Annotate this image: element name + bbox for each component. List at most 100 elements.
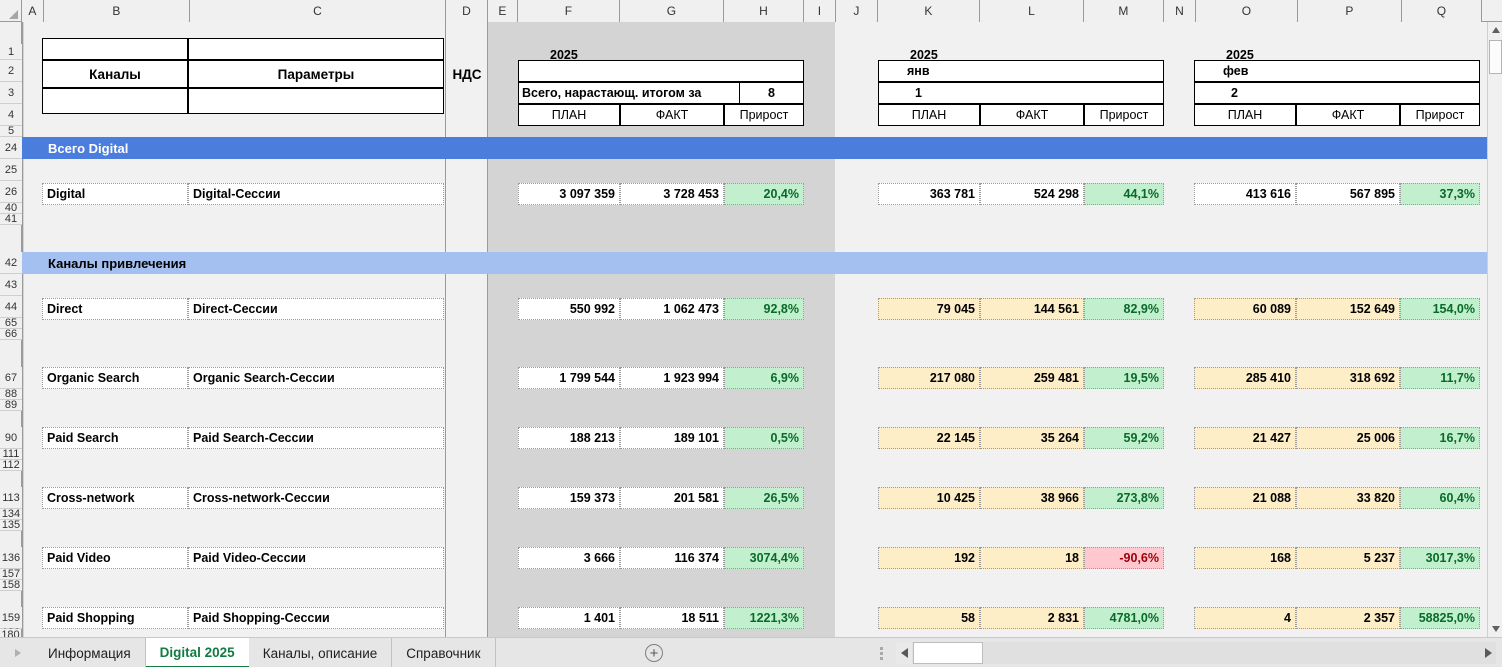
column-header-e[interactable]: E <box>488 0 518 22</box>
column-header-k[interactable]: K <box>878 0 980 22</box>
add-sheet-button[interactable]: + <box>645 644 663 662</box>
row-header-112[interactable]: 112 <box>0 459 22 471</box>
row-header-24[interactable]: 24 <box>0 137 22 159</box>
cell-growth-january-1[interactable]: 82,9% <box>1084 298 1164 320</box>
cell-plan-january-4[interactable]: 10 425 <box>878 487 980 509</box>
column-header-p[interactable]: P <box>1298 0 1402 22</box>
cell-plan-february-1[interactable]: 60 089 <box>1194 298 1296 320</box>
cell-fact-cumulative-5[interactable]: 116 374 <box>620 547 724 569</box>
row-header-41[interactable]: 41 <box>0 213 22 225</box>
subheader-fact-january[interactable]: ФАКТ <box>980 104 1084 126</box>
cell-plan-cumulative-3[interactable]: 188 213 <box>518 427 620 449</box>
subheader-plan-cumulative[interactable]: ПЛАН <box>518 104 620 126</box>
header-cell-c2[interactable] <box>188 38 444 60</box>
cell-fact-cumulative-0[interactable]: 3 728 453 <box>620 183 724 205</box>
scroll-down-button[interactable] <box>1488 621 1502 637</box>
cell-channel-5[interactable]: Paid Video <box>42 547 188 569</box>
cell-fact-cumulative-4[interactable]: 201 581 <box>620 487 724 509</box>
row-header-44[interactable]: 44 <box>0 296 22 318</box>
subheader-plan-january[interactable]: ПЛАН <box>878 104 980 126</box>
column-header-c[interactable]: C <box>190 0 446 22</box>
row-header-40[interactable]: 40 <box>0 202 22 214</box>
cell-fact-february-3[interactable]: 25 006 <box>1296 427 1400 449</box>
cell-parameter-1[interactable]: Direct-Сессии <box>188 298 444 320</box>
header-parameters[interactable]: Параметры <box>188 60 444 88</box>
grid-body[interactable]: Каналы Параметры НДС 2025 Всего, нараста… <box>22 22 1488 637</box>
cell-parameter-4[interactable]: Cross-network-Сессии <box>188 487 444 509</box>
group-period-number-cumulative[interactable]: 8 <box>740 82 804 104</box>
select-all-corner[interactable] <box>0 0 22 22</box>
cell-plan-february-4[interactable]: 21 088 <box>1194 487 1296 509</box>
cell-fact-january-6[interactable]: 2 831 <box>980 607 1084 629</box>
column-header-f[interactable]: F <box>518 0 620 22</box>
cell-parameter-5[interactable]: Paid Video-Сессии <box>188 547 444 569</box>
row-header-4[interactable]: 4 <box>0 104 22 126</box>
cell-parameter-6[interactable]: Paid Shopping-Сессии <box>188 607 444 629</box>
cell-growth-cumulative-6[interactable]: 1221,3% <box>724 607 804 629</box>
row-header-2[interactable]: 2 <box>0 60 22 82</box>
cell-growth-february-2[interactable]: 11,7% <box>1400 367 1480 389</box>
cell-fact-cumulative-1[interactable]: 1 062 473 <box>620 298 724 320</box>
header-cell-b4[interactable] <box>42 88 188 114</box>
sheet-tab-[interactable]: Каналы, описание <box>249 638 393 667</box>
scroll-up-button[interactable] <box>1488 22 1502 38</box>
cell-growth-january-2[interactable]: 19,5% <box>1084 367 1164 389</box>
group-period-number-february[interactable]: 2 <box>1194 82 1480 104</box>
row-header-1[interactable]: 1 <box>0 44 22 60</box>
subheader-growth-january[interactable]: Прирост <box>1084 104 1164 126</box>
subheader-growth-cumulative[interactable]: Прирост <box>724 104 804 126</box>
cell-growth-cumulative-5[interactable]: 3074,4% <box>724 547 804 569</box>
row-header-136[interactable]: 136 <box>0 547 22 569</box>
scroll-left-button[interactable] <box>896 642 912 664</box>
cell-fact-january-5[interactable]: 18 <box>980 547 1084 569</box>
row-header-66[interactable]: 66 <box>0 328 22 340</box>
subheader-growth-february[interactable]: Прирост <box>1400 104 1480 126</box>
cell-parameter-3[interactable]: Paid Search-Сессии <box>188 427 444 449</box>
row-header-111[interactable]: 111 <box>0 448 22 460</box>
row-header-43[interactable]: 43 <box>0 274 22 296</box>
vertical-scrollbar[interactable] <box>1487 22 1502 637</box>
header-channels[interactable]: Каналы <box>42 60 188 88</box>
column-header-o[interactable]: O <box>1196 0 1298 22</box>
cell-fact-january-0[interactable]: 524 298 <box>980 183 1084 205</box>
column-header-g[interactable]: G <box>620 0 724 22</box>
row-header-65[interactable]: 65 <box>0 317 22 329</box>
column-header-a[interactable]: A <box>22 0 44 22</box>
cell-growth-january-6[interactable]: 4781,0% <box>1084 607 1164 629</box>
cell-fact-cumulative-6[interactable]: 18 511 <box>620 607 724 629</box>
column-header-n[interactable]: N <box>1164 0 1196 22</box>
cell-channel-1[interactable]: Direct <box>42 298 188 320</box>
cell-fact-february-4[interactable]: 33 820 <box>1296 487 1400 509</box>
row-header-25[interactable]: 25 <box>0 159 22 181</box>
header-cell-c4[interactable] <box>188 88 444 114</box>
row-header-67[interactable]: 67 <box>0 367 22 389</box>
cell-growth-cumulative-3[interactable]: 0,5% <box>724 427 804 449</box>
row-header-3[interactable]: 3 <box>0 82 22 104</box>
cell-plan-february-0[interactable]: 413 616 <box>1194 183 1296 205</box>
cell-plan-cumulative-0[interactable]: 3 097 359 <box>518 183 620 205</box>
horizontal-scrollbar[interactable] <box>896 642 1496 664</box>
cell-plan-january-6[interactable]: 58 <box>878 607 980 629</box>
group-period-label-february[interactable]: фев <box>1194 60 1480 82</box>
cell-channel-4[interactable]: Cross-network <box>42 487 188 509</box>
cell-plan-cumulative-2[interactable]: 1 799 544 <box>518 367 620 389</box>
cell-channel-6[interactable]: Paid Shopping <box>42 607 188 629</box>
subheader-fact-february[interactable]: ФАКТ <box>1296 104 1400 126</box>
cell-plan-february-5[interactable]: 168 <box>1194 547 1296 569</box>
cell-plan-january-3[interactable]: 22 145 <box>878 427 980 449</box>
row-header-157[interactable]: 157 <box>0 568 22 580</box>
cell-growth-january-5[interactable]: -90,6% <box>1084 547 1164 569</box>
column-header-i[interactable]: I <box>804 0 836 22</box>
row-header-90[interactable]: 90 <box>0 427 22 449</box>
banner-acquisition-channels[interactable]: Каналы привлечения <box>22 252 1488 274</box>
header-cell-b2[interactable] <box>42 38 188 60</box>
row-header-158[interactable]: 158 <box>0 579 22 591</box>
cell-growth-february-1[interactable]: 154,0% <box>1400 298 1480 320</box>
cell-plan-cumulative-1[interactable]: 550 992 <box>518 298 620 320</box>
row-header-42[interactable]: 42 <box>0 252 22 274</box>
column-header-b[interactable]: B <box>44 0 190 22</box>
sheet-tab-[interactable]: Информация <box>34 638 146 667</box>
horizontal-scroll-thumb[interactable] <box>913 642 983 664</box>
cell-plan-cumulative-4[interactable]: 159 373 <box>518 487 620 509</box>
cell-fact-february-0[interactable]: 567 895 <box>1296 183 1400 205</box>
